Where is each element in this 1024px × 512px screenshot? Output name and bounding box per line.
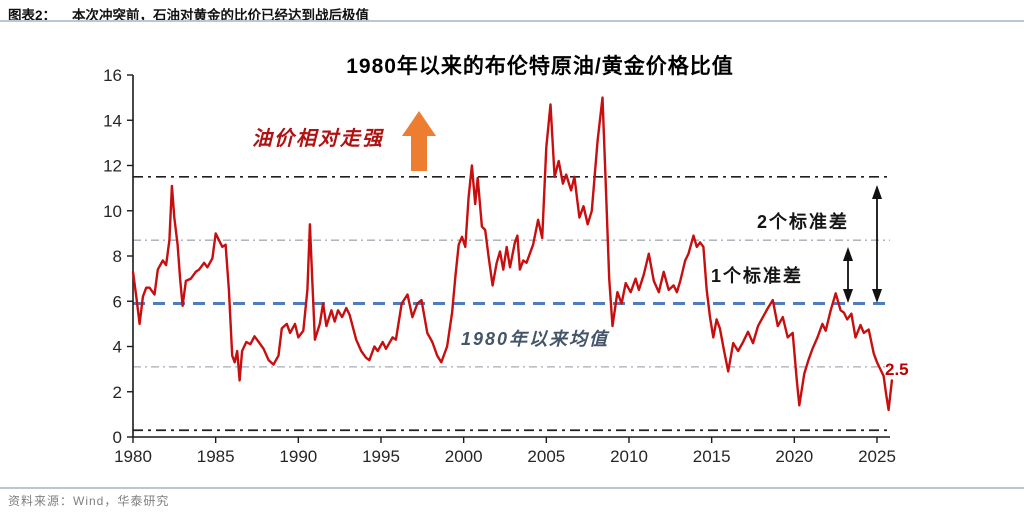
x-tick-label: 1980: [114, 447, 152, 466]
annotation-mean-label: 1980年以来均值: [461, 329, 610, 349]
source-note: 资料来源：Wind，华泰研究: [8, 494, 170, 508]
x-tick-label: 2005: [527, 447, 565, 466]
two-std-range-arrow-icon: [872, 185, 882, 303]
price-ratio-series: [131, 96, 894, 412]
one-std-range-arrow-icon: [843, 247, 853, 303]
annotation-last-value: 2.5: [885, 360, 909, 379]
y-tick-label: 10: [103, 202, 122, 221]
figure-number: 图表2：: [8, 8, 57, 23]
reference-lines: [133, 175, 890, 432]
annotation-one-std-label: 1个标准差: [711, 266, 804, 286]
y-tick-label: 2: [113, 383, 122, 402]
y-tick-label: 6: [113, 292, 122, 311]
figure-header: 图表2： 本次冲突前，石油对黄金的比价已经达到战后极值: [8, 4, 369, 24]
x-tick-label: 1990: [279, 447, 317, 466]
annotation-oil-strength: 油价相对走强: [252, 128, 384, 150]
chart-title: 1980年以来的布伦特原油/黄金价格比值: [346, 55, 734, 78]
x-tick-label: 2000: [445, 447, 483, 466]
x-tick-label: 2025: [858, 447, 896, 466]
x-tick-label: 2020: [775, 447, 813, 466]
x-tick-label: 1985: [197, 447, 235, 466]
x-tick-label: 2010: [610, 447, 648, 466]
ratio-line: [131, 96, 894, 412]
x-tick-label: 2015: [693, 447, 731, 466]
up-arrow-icon: [402, 111, 436, 171]
axes: 0 2 4 6 8 10 12 14 16 1980 1985 1990 1995 2000 2005 201…: [103, 66, 896, 466]
footer-divider: [0, 487, 1024, 489]
y-tick-label: 16: [103, 66, 122, 85]
y-tick-label: 8: [113, 247, 122, 266]
y-tick-label: 14: [103, 111, 122, 130]
header-divider: [0, 20, 1024, 22]
annotation-two-std-label: 2个标准差: [757, 212, 850, 232]
y-tick-label: 4: [113, 338, 122, 357]
y-tick-label: 0: [113, 428, 122, 447]
x-tick-label: 1995: [362, 447, 400, 466]
figure-headline: 本次冲突前，石油对黄金的比价已经达到战后极值: [72, 8, 370, 23]
y-tick-label: 12: [103, 157, 122, 176]
